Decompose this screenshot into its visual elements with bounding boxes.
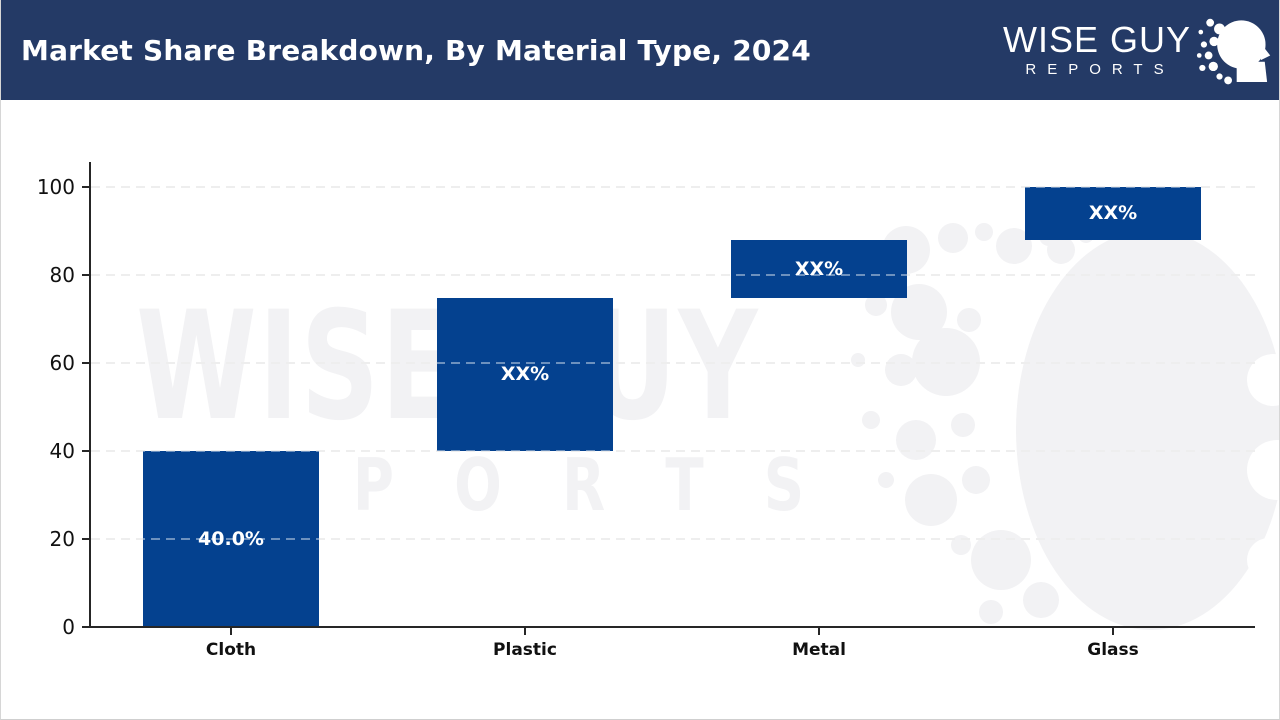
brand-logo: WISE GUY REPORTS — [1003, 6, 1271, 94]
y-axis-tick — [82, 450, 89, 452]
gridline-overlay — [91, 450, 1255, 452]
x-axis-category-label-plastic: Plastic — [493, 640, 557, 660]
x-axis-tick — [1112, 628, 1114, 635]
x-axis-tick — [818, 628, 820, 635]
y-axis-tick — [82, 186, 89, 188]
gridline — [91, 274, 1255, 276]
gridline — [91, 538, 1255, 540]
x-axis-tick — [524, 628, 526, 635]
bar-value-label-glass: XX% — [1088, 202, 1138, 225]
bar-value-label-plastic: XX% — [500, 363, 550, 386]
bar-value-label-cloth: 40.0% — [198, 528, 264, 550]
brand-logo-text: WISE GUY REPORTS — [1002, 19, 1191, 79]
y-axis-line — [89, 162, 91, 628]
gridline-overlay — [91, 538, 1255, 540]
y-axis-tick-label: 20 — [49, 527, 75, 551]
y-axis-tick — [82, 538, 89, 540]
brand-name: WISE GUY — [1002, 19, 1191, 60]
x-axis-category-label-glass: Glass — [1087, 640, 1139, 660]
y-axis-tick-label: 100 — [36, 175, 75, 199]
gridline — [91, 450, 1255, 452]
gridline — [91, 362, 1255, 364]
gridline — [91, 186, 1255, 188]
bar-cloth — [143, 451, 319, 627]
x-axis-category-label-cloth: Cloth — [205, 640, 257, 660]
bar-plastic — [437, 297, 613, 451]
gridline-overlay — [91, 186, 1255, 188]
y-axis-tick-label: 0 — [62, 615, 75, 639]
x-axis-line — [89, 626, 1255, 628]
y-axis-tick-label: 80 — [49, 263, 75, 287]
y-axis-tick — [82, 626, 89, 628]
x-axis-category-label-metal: Metal — [792, 640, 846, 660]
y-axis-tick-label: 40 — [49, 439, 75, 463]
gridline-overlay — [91, 274, 1255, 276]
brand-head-icon — [1193, 6, 1271, 94]
x-axis-tick — [230, 628, 232, 635]
gridline-overlay — [91, 362, 1255, 364]
y-axis-tick-label: 60 — [49, 351, 75, 375]
header: Market Share Breakdown, By Material Type… — [1, 0, 1279, 100]
page-title: Market Share Breakdown, By Material Type… — [21, 33, 811, 67]
bar-value-label-metal: XX% — [794, 257, 844, 280]
bar-metal — [731, 239, 907, 298]
y-axis-tick — [82, 274, 89, 276]
bar-glass — [1025, 187, 1201, 240]
y-axis-tick — [82, 362, 89, 364]
brand-subtitle: REPORTS — [1025, 61, 1175, 78]
